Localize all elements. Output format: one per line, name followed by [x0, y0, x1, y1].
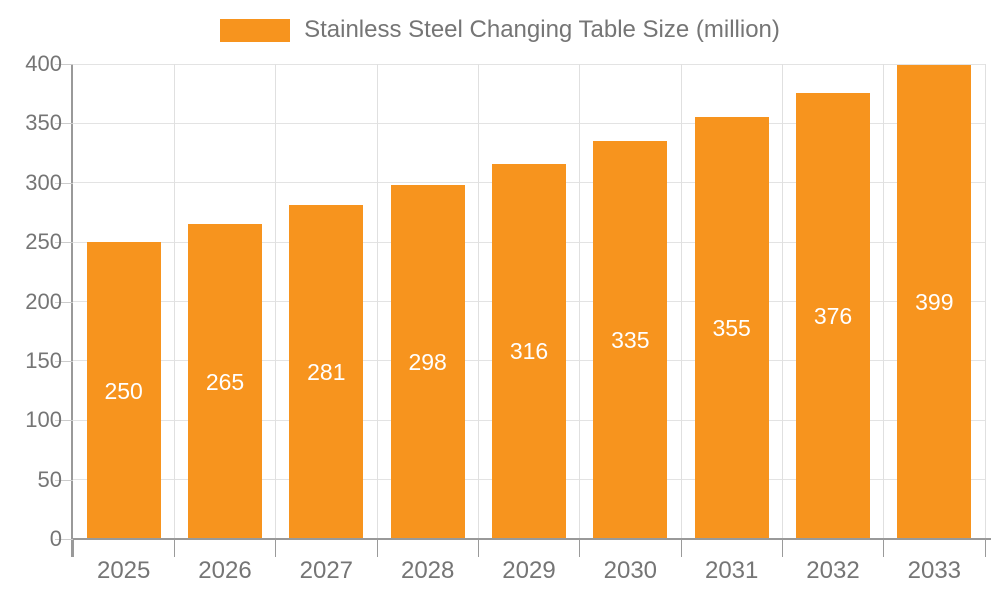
bar-value-label: 399 — [915, 289, 954, 316]
y-axis-tick — [55, 123, 73, 125]
legend-item[interactable]: Stainless Steel Changing Table Size (mil… — [220, 16, 780, 44]
y-axis-tick — [55, 242, 73, 244]
x-axis-tick-label: 2027 — [299, 557, 354, 584]
x-axis-tick — [984, 539, 986, 557]
gridline-vertical — [680, 64, 682, 539]
legend-swatch-icon — [220, 18, 291, 42]
x-axis-tick — [376, 539, 378, 557]
y-axis-tick — [55, 64, 73, 65]
y-axis-tick-label: 50 — [37, 466, 62, 492]
bar[interactable] — [390, 185, 465, 539]
x-axis-tick — [477, 539, 479, 557]
y-axis-tick — [55, 182, 73, 184]
y-axis-tick-label: 350 — [25, 110, 62, 136]
x-axis-tick — [173, 539, 175, 557]
x-axis-tick — [72, 539, 74, 557]
bar-value-label: 265 — [205, 368, 245, 395]
gridline-vertical — [275, 64, 277, 539]
bar[interactable] — [86, 242, 161, 539]
x-axis-tick — [275, 539, 277, 557]
y-axis-tick — [55, 479, 73, 481]
bar[interactable] — [897, 65, 972, 539]
bar-value-label: 355 — [712, 315, 751, 342]
bar-value-label: 298 — [408, 349, 447, 376]
gridline-vertical — [376, 64, 378, 539]
bar-value-label: 376 — [813, 302, 853, 329]
gridline-vertical — [477, 64, 479, 539]
y-axis-tick — [55, 360, 73, 362]
gridline-vertical — [173, 64, 175, 539]
bar-value-label: 335 — [611, 327, 650, 354]
gridline-horizontal — [73, 122, 985, 124]
plot-area: 250 265 281 298 316 335 355 376 399 — [73, 63, 986, 539]
x-axis-tick-label: 2028 — [400, 557, 455, 584]
x-axis-tick-label: 2026 — [198, 557, 252, 584]
x-axis-tick — [680, 539, 682, 557]
bar[interactable] — [289, 205, 364, 539]
bar[interactable] — [188, 224, 262, 539]
gridline-vertical — [984, 64, 986, 539]
bar-value-label: 316 — [509, 338, 549, 365]
bar[interactable] — [694, 117, 769, 539]
x-axis-tick-label: 2030 — [603, 557, 658, 584]
x-axis-tick — [781, 539, 783, 557]
gridline-vertical — [883, 64, 885, 539]
x-axis-tick-label: 2029 — [502, 557, 556, 584]
gridline-horizontal — [73, 63, 985, 65]
legend-label: Stainless Steel Changing Table Size (mil… — [304, 16, 780, 43]
y-axis-tick — [55, 301, 73, 303]
y-axis-tick-label: 400 — [25, 51, 62, 76]
x-axis-tick — [883, 539, 885, 557]
bar[interactable] — [492, 163, 566, 539]
x-axis-tick-label: 2033 — [907, 557, 962, 584]
y-axis-line — [71, 64, 73, 557]
y-axis-tick — [55, 539, 73, 540]
y-axis-tick — [55, 420, 73, 422]
bar[interactable] — [796, 92, 870, 539]
x-axis-tick — [579, 539, 581, 557]
x-axis-tick-label: 2032 — [806, 557, 860, 584]
y-axis-tick-label: 250 — [25, 229, 62, 255]
y-axis-tick-label: 0 — [49, 526, 62, 551]
bar[interactable] — [593, 141, 668, 539]
gridline-vertical — [781, 64, 783, 539]
x-axis-tick-label: 2025 — [96, 557, 151, 584]
y-axis-tick-label: 150 — [25, 347, 62, 373]
legend: Stainless Steel Changing Table Size (mil… — [0, 16, 1000, 44]
y-axis-tick-label: 200 — [25, 288, 62, 314]
x-axis-tick-label: 2031 — [704, 557, 759, 584]
gridline-vertical — [579, 64, 581, 539]
y-axis-tick-label: 100 — [25, 407, 62, 433]
y-axis-tick-label: 300 — [25, 169, 62, 195]
bar-value-label: 281 — [307, 359, 346, 386]
bar-value-label: 250 — [104, 377, 143, 404]
x-axis-line — [73, 538, 991, 540]
